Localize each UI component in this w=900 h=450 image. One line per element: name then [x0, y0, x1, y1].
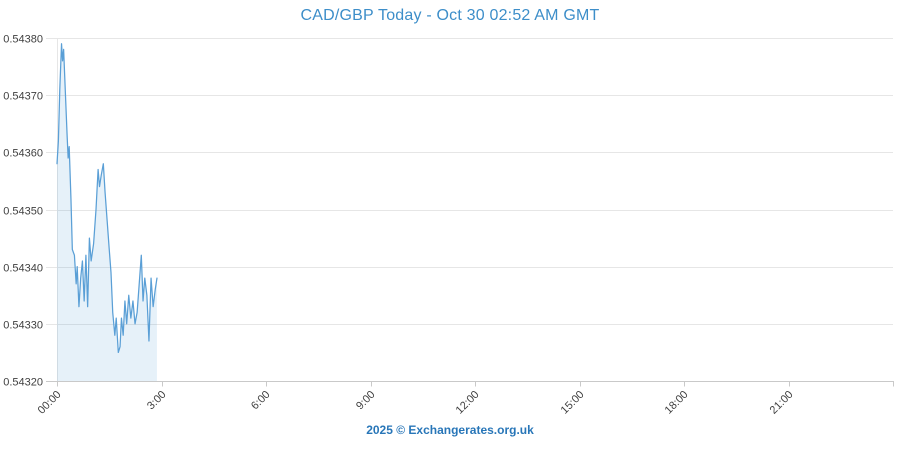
y-axis-label: 0.54360: [3, 148, 43, 160]
x-axis-label: 3:00: [145, 389, 169, 413]
y-axis-label: 0.54330: [3, 320, 43, 332]
x-axis-label: 12:00: [454, 389, 482, 417]
x-axis-label: 21:00: [768, 389, 796, 417]
x-axis-label: 00:00: [36, 389, 64, 417]
y-axis-label: 0.54320: [3, 377, 43, 389]
y-axis-label: 0.54350: [3, 206, 43, 218]
footer-credit-link[interactable]: 2025 © Exchangerates.org.uk: [366, 423, 534, 437]
price-area: [57, 43, 157, 381]
x-axis-label: 15:00: [559, 389, 587, 417]
x-axis-label: 9:00: [354, 389, 378, 413]
y-axis-label: 0.54340: [3, 263, 43, 275]
y-axis-label: 0.54370: [3, 91, 43, 103]
price-line: [56, 43, 158, 354]
y-axis-label: 0.54380: [3, 34, 43, 46]
chart-title: CAD/GBP Today - Oct 30 02:52 AM GMT: [300, 7, 600, 24]
x-axis-label: 6:00: [249, 389, 273, 413]
x-axis-label: 18:00: [663, 389, 691, 417]
